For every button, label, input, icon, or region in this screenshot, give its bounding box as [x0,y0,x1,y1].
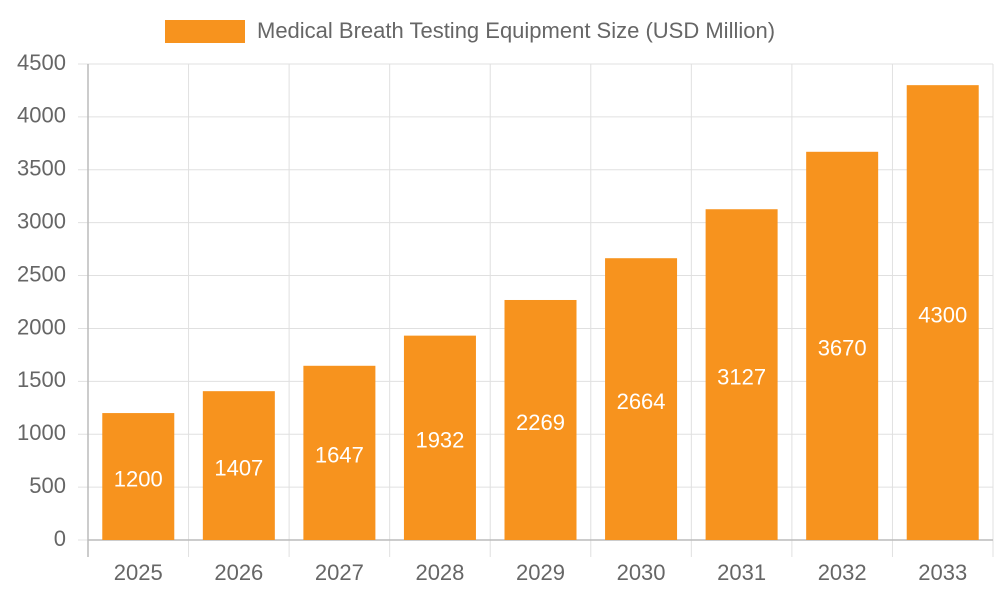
y-tick-label: 1500 [17,367,66,392]
y-tick-label: 500 [29,473,66,498]
x-tick-label: 2025 [114,560,163,585]
bar [605,258,678,540]
x-tick-label: 2032 [818,560,867,585]
bar [906,85,979,541]
x-tick-label: 2026 [214,560,263,585]
x-tick-label: 2033 [918,560,967,585]
x-tick-label: 2028 [415,560,464,585]
x-tick-label: 2029 [516,560,565,585]
x-tick-label: 2031 [717,560,766,585]
value-label: 4300 [918,302,967,327]
value-label: 3670 [818,336,867,361]
value-label: 2664 [617,389,666,414]
legend-label: Medical Breath Testing Equipment Size (U… [257,18,775,43]
legend-swatch [165,20,245,43]
bar [504,299,577,540]
y-tick-label: 4000 [17,103,66,128]
y-tick-label: 3000 [17,208,66,233]
bar [806,151,879,540]
bar [403,335,476,540]
y-tick-label: 2000 [17,314,66,339]
value-label: 1932 [415,428,464,453]
value-label: 2269 [516,410,565,435]
bar [303,365,376,540]
y-tick-label: 2500 [17,261,66,286]
y-tick-label: 1000 [17,420,66,445]
value-label: 1200 [114,466,163,491]
value-label: 3127 [717,364,766,389]
y-tick-label: 4500 [17,50,66,75]
bar [705,209,778,540]
y-tick-label: 0 [54,526,66,551]
value-label: 1407 [214,455,263,480]
x-tick-label: 2030 [617,560,666,585]
bar [102,413,175,540]
value-label: 1647 [315,443,364,468]
x-tick-label: 2027 [315,560,364,585]
bar [202,391,275,540]
y-tick-label: 3500 [17,156,66,181]
